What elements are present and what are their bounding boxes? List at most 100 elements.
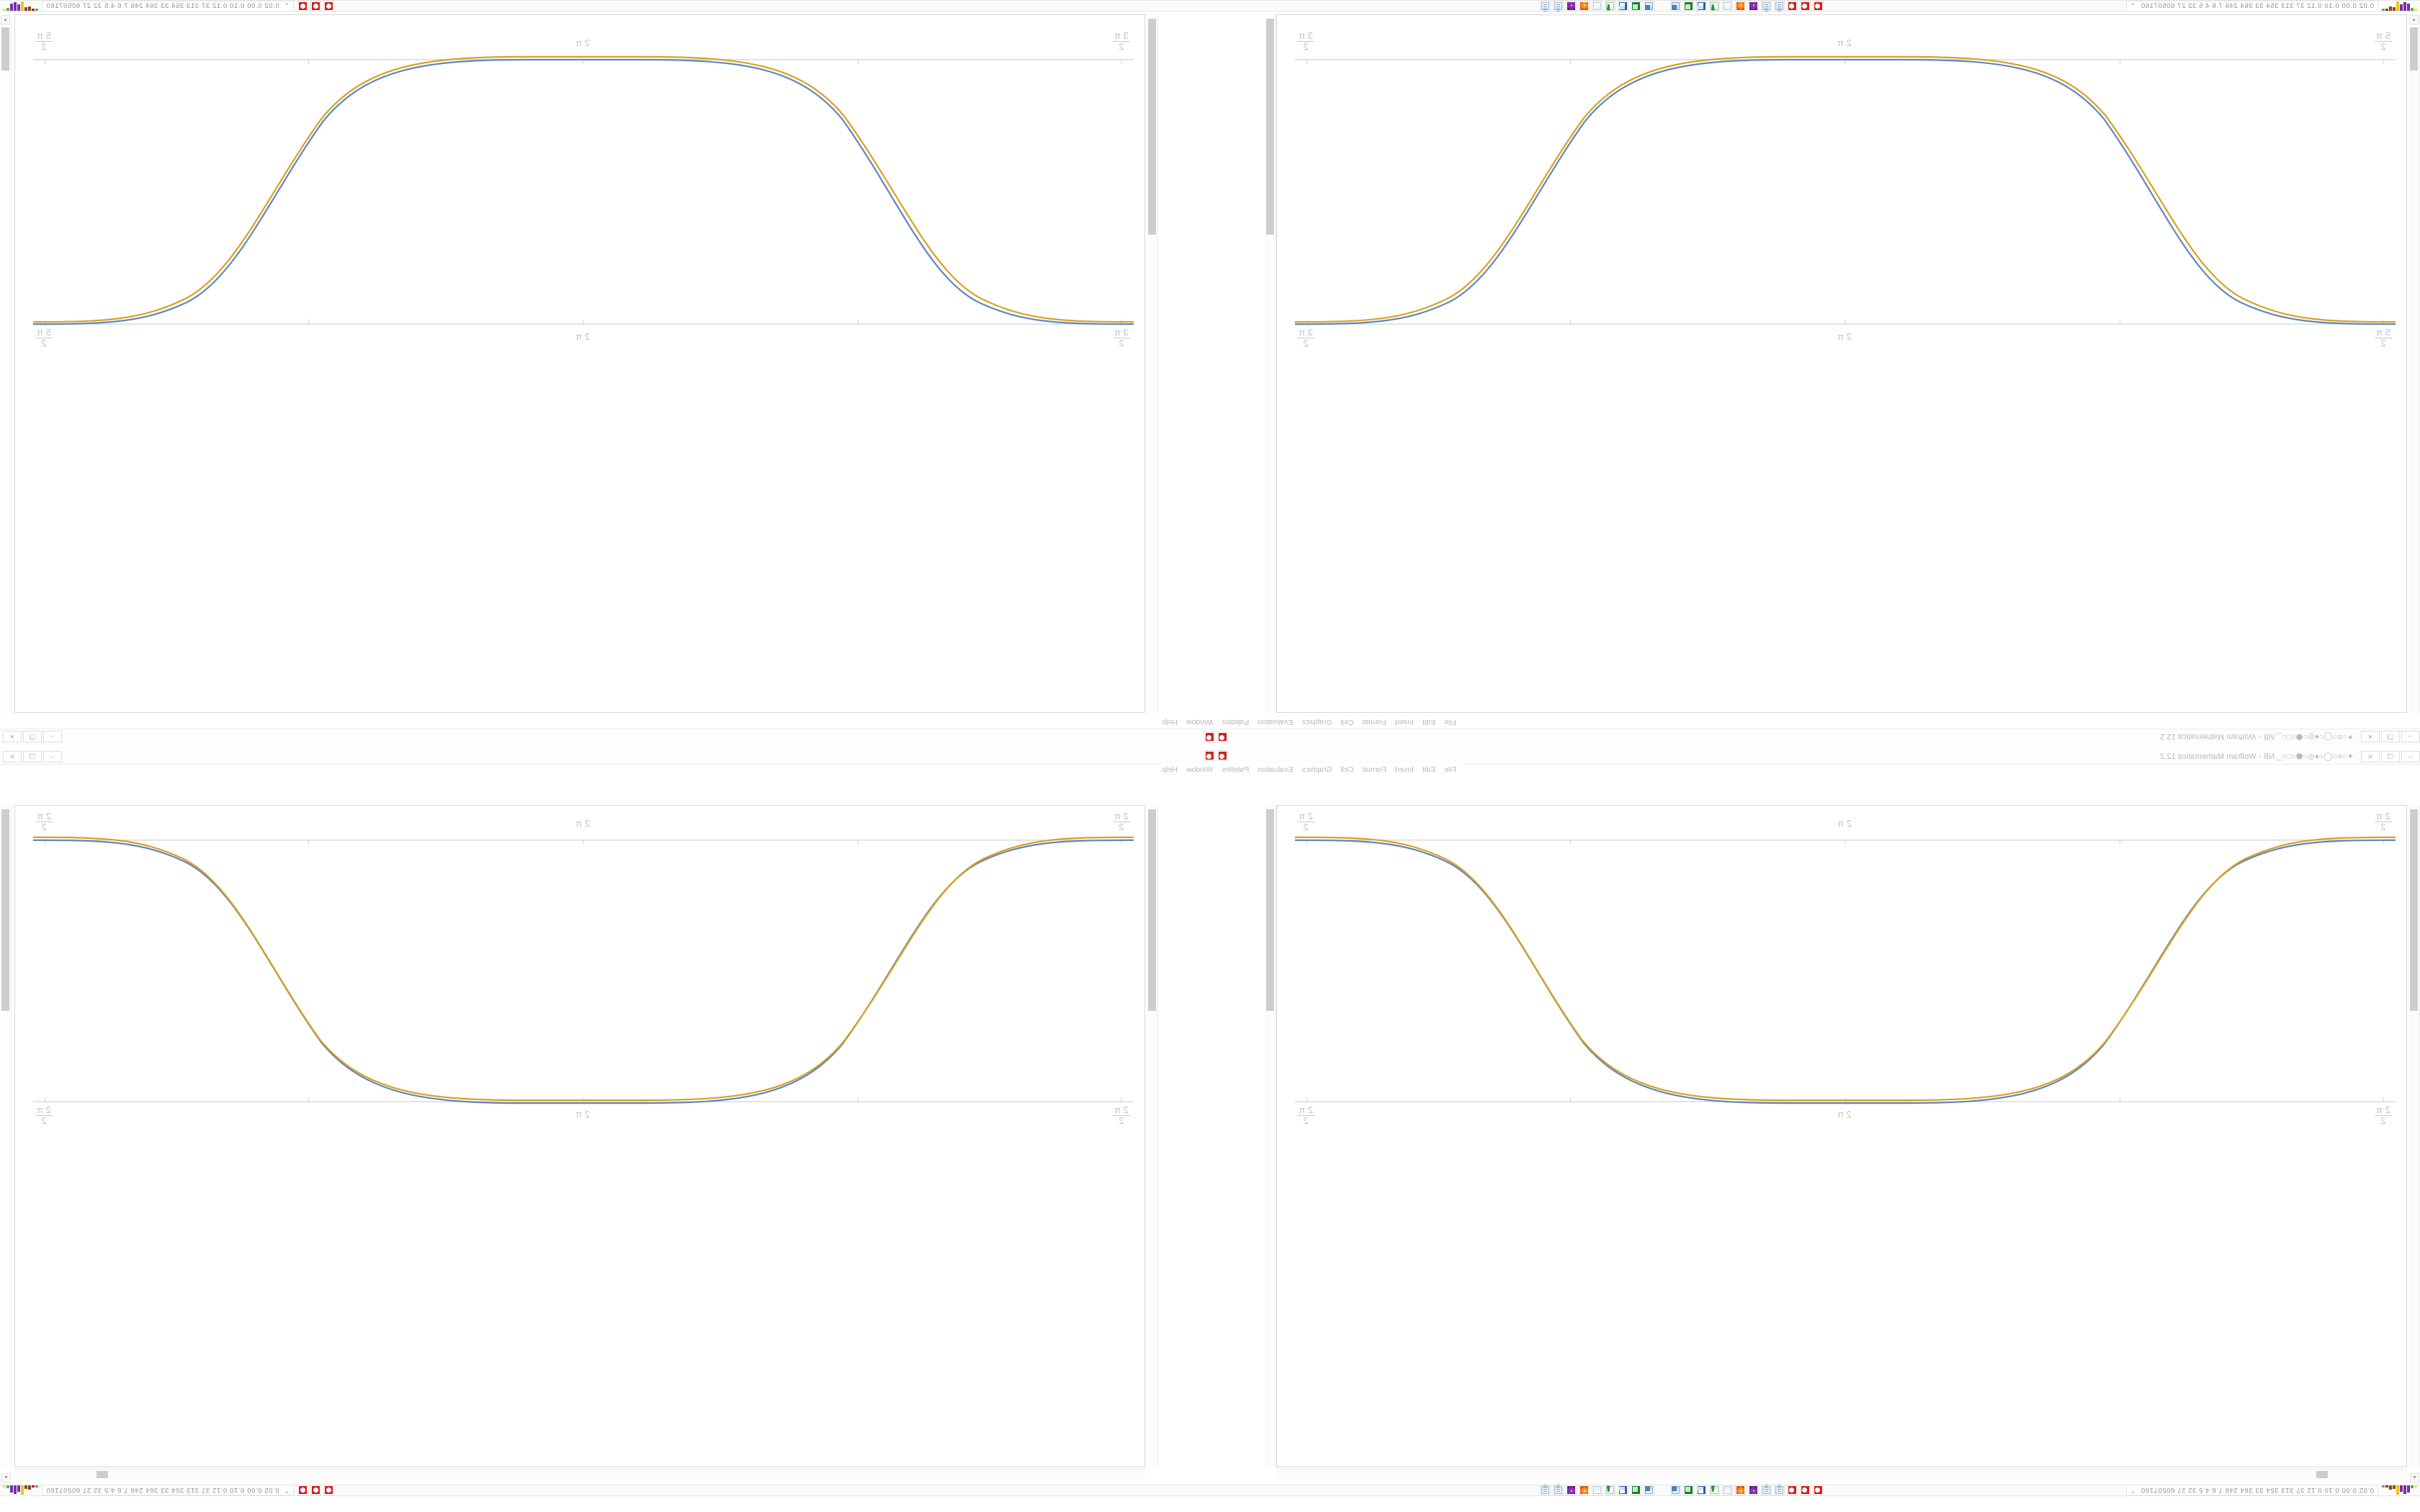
chevron-up-icon[interactable]: ⌃ bbox=[284, 1487, 290, 1495]
document-icon[interactable] bbox=[1539, 0, 1551, 12]
document-icon[interactable] bbox=[1552, 0, 1564, 12]
scroll-thumb[interactable] bbox=[2410, 809, 2418, 1011]
menu-window[interactable]: Window bbox=[1186, 718, 1214, 726]
close-button[interactable]: ✕ bbox=[2361, 750, 2380, 762]
document-icon[interactable] bbox=[1760, 1485, 1772, 1496]
scrollbar-vertical-tr[interactable] bbox=[1147, 14, 1158, 713]
document-icon[interactable] bbox=[1773, 1485, 1785, 1496]
center-gear-icons-lower[interactable] bbox=[1204, 750, 1228, 761]
center-gear-icons-upper[interactable] bbox=[1204, 732, 1228, 742]
green-terminal-icon[interactable] bbox=[1682, 1485, 1694, 1496]
gear-icon[interactable] bbox=[323, 0, 335, 12]
window-buttons-left[interactable]: – ❐ ✕ bbox=[2358, 731, 2420, 743]
menubar-bottom[interactable]: File Edit Insert Format Cell Graphics Ev… bbox=[1162, 763, 1462, 776]
system-tray-right[interactable]: ⌃ 0.02 0.00 0.10 0.12 37 313 354 33 364 … bbox=[42, 0, 295, 12]
green-terminal-icon[interactable] bbox=[1630, 0, 1641, 12]
tray-left[interactable]: 0.02 0.00 0.10 0.12 37 313 354 33 364 24… bbox=[2125, 0, 2420, 12]
menu-help[interactable]: Help bbox=[1162, 765, 1178, 774]
gear-icon[interactable] bbox=[297, 1485, 309, 1496]
taskbar-icons-right[interactable] bbox=[1539, 0, 1654, 12]
restore-button[interactable]: ❐ bbox=[23, 731, 42, 743]
scrollbar-vertical-tr2[interactable]: ▲ bbox=[1, 14, 12, 713]
scrollbar-vertical-br2[interactable] bbox=[1, 805, 12, 1467]
tray-left-bottom[interactable]: 0.02 0.00 0.10 0.12 37 313 354 33 364 24… bbox=[2125, 1485, 2420, 1496]
document-icon[interactable] bbox=[1773, 0, 1785, 12]
paper-icon[interactable] bbox=[1721, 1485, 1733, 1496]
paper-icon[interactable] bbox=[1591, 0, 1603, 12]
menu-edit[interactable]: Edit bbox=[1422, 765, 1436, 774]
window-buttons-left[interactable]: – ❐ ✕ bbox=[2358, 750, 2420, 762]
scrollbar-vertical-bl2[interactable] bbox=[1265, 805, 1276, 1467]
taskbar-icons-far-right-bottom[interactable] bbox=[297, 1485, 335, 1496]
menu-cell[interactable]: Cell bbox=[1340, 718, 1354, 726]
scrollbar-vertical-tl2[interactable] bbox=[1265, 14, 1276, 713]
menu-palettes[interactable]: Palettes bbox=[1222, 765, 1250, 774]
window-buttons-right[interactable]: – ❐ ✕ bbox=[0, 731, 62, 743]
purple-orb-icon[interactable] bbox=[1747, 0, 1759, 12]
taskbar-icons-left-bottom[interactable] bbox=[1670, 1485, 1824, 1496]
green-terminal-icon[interactable] bbox=[1630, 1485, 1641, 1496]
gear-icon[interactable] bbox=[1217, 732, 1228, 742]
menu-file[interactable]: File bbox=[1444, 765, 1456, 774]
chevron-up-icon[interactable]: ⌃ bbox=[284, 1, 290, 9]
scroll-thumb[interactable] bbox=[1266, 19, 1274, 235]
scroll-thumb[interactable] bbox=[1, 809, 9, 1011]
document-icon[interactable] bbox=[1760, 0, 1772, 12]
orange-orb-icon[interactable] bbox=[1734, 0, 1746, 12]
scroll-up-button[interactable]: ▲ bbox=[2409, 15, 2419, 24]
scrollbar-horizontal-br[interactable] bbox=[14, 1469, 1145, 1479]
purple-orb-icon[interactable] bbox=[1565, 0, 1577, 12]
tray-right-bottom[interactable]: ⌃ 0.02 0.00 0.10 0.12 37 313 354 33 364 … bbox=[0, 1485, 335, 1496]
taskbar-icons-right-bottom[interactable] bbox=[1539, 1485, 1654, 1496]
gear-icon[interactable] bbox=[1217, 750, 1228, 761]
restore-button[interactable]: ❐ bbox=[2381, 731, 2400, 743]
menu-insert[interactable]: Insert bbox=[1394, 765, 1414, 774]
gear-icon[interactable] bbox=[1799, 1485, 1811, 1496]
taskbar-top[interactable]: 0.02 0.00 0.10 0.12 37 313 354 33 364 24… bbox=[0, 0, 2420, 12]
scrollbar-vertical-tl[interactable]: ▲ bbox=[2409, 14, 2420, 713]
menubar-mirrored-top[interactable]: File Edit Insert Format Cell Graphics Ev… bbox=[1162, 716, 1462, 729]
menu-help[interactable]: Help bbox=[1162, 718, 1178, 726]
paper-icon[interactable] bbox=[1591, 1485, 1603, 1496]
taskbar-icons-far-right[interactable] bbox=[297, 0, 335, 12]
flask-icon[interactable] bbox=[1604, 0, 1615, 12]
green-terminal-icon[interactable] bbox=[1682, 0, 1694, 12]
minimize-button[interactable]: – bbox=[2401, 750, 2420, 762]
scroll-thumb[interactable] bbox=[1266, 809, 1274, 1011]
minimize-button[interactable]: – bbox=[43, 731, 62, 743]
scroll-down-button[interactable]: ▼ bbox=[1, 1473, 11, 1482]
gear-icon[interactable] bbox=[1812, 1485, 1824, 1496]
menu-window[interactable]: Window bbox=[1186, 765, 1214, 774]
system-tray-right-bottom[interactable]: ⌃ 0.02 0.00 0.10 0.12 37 313 354 33 364 … bbox=[42, 1485, 295, 1496]
menu-edit[interactable]: Edit bbox=[1422, 718, 1436, 726]
gear-icon[interactable] bbox=[297, 0, 309, 12]
gear-icon[interactable] bbox=[1786, 0, 1798, 12]
purple-orb-icon[interactable] bbox=[1747, 1485, 1759, 1496]
scroll-thumb[interactable] bbox=[2410, 27, 2418, 71]
gear-icon[interactable] bbox=[1204, 750, 1215, 761]
document-icon[interactable] bbox=[1539, 1485, 1551, 1496]
taskbar-bottom[interactable]: 0.02 0.00 0.10 0.12 37 313 354 33 364 24… bbox=[0, 1485, 2420, 1496]
minimize-button[interactable]: – bbox=[2401, 731, 2420, 743]
purple-orb-icon[interactable] bbox=[1565, 1485, 1577, 1496]
gear-icon[interactable] bbox=[310, 1485, 322, 1496]
flask-icon[interactable] bbox=[1708, 1485, 1720, 1496]
menu-file[interactable]: File bbox=[1444, 718, 1456, 726]
orange-orb-icon[interactable] bbox=[1578, 0, 1590, 12]
orange-orb-icon[interactable] bbox=[1734, 1485, 1746, 1496]
flask-icon[interactable] bbox=[1708, 0, 1720, 12]
scroll-thumb[interactable] bbox=[1, 27, 9, 71]
chevron-up-icon[interactable]: ⌃ bbox=[2130, 1, 2136, 9]
menu-evaluation[interactable]: Evaluation bbox=[1258, 718, 1294, 726]
menu-graphics[interactable]: Graphics bbox=[1301, 718, 1332, 726]
scroll-up-button[interactable]: ▲ bbox=[1, 15, 10, 24]
save-icon[interactable] bbox=[1695, 0, 1707, 12]
scroll-thumb[interactable] bbox=[2316, 1471, 2328, 1478]
menu-cell[interactable]: Cell bbox=[1340, 765, 1354, 774]
tray-right[interactable]: ⌃ 0.02 0.00 0.10 0.12 37 313 354 33 364 … bbox=[0, 0, 335, 12]
restore-button[interactable]: ❐ bbox=[2381, 750, 2400, 762]
save-icon[interactable] bbox=[1695, 1485, 1707, 1496]
scroll-thumb[interactable] bbox=[1148, 809, 1156, 1011]
